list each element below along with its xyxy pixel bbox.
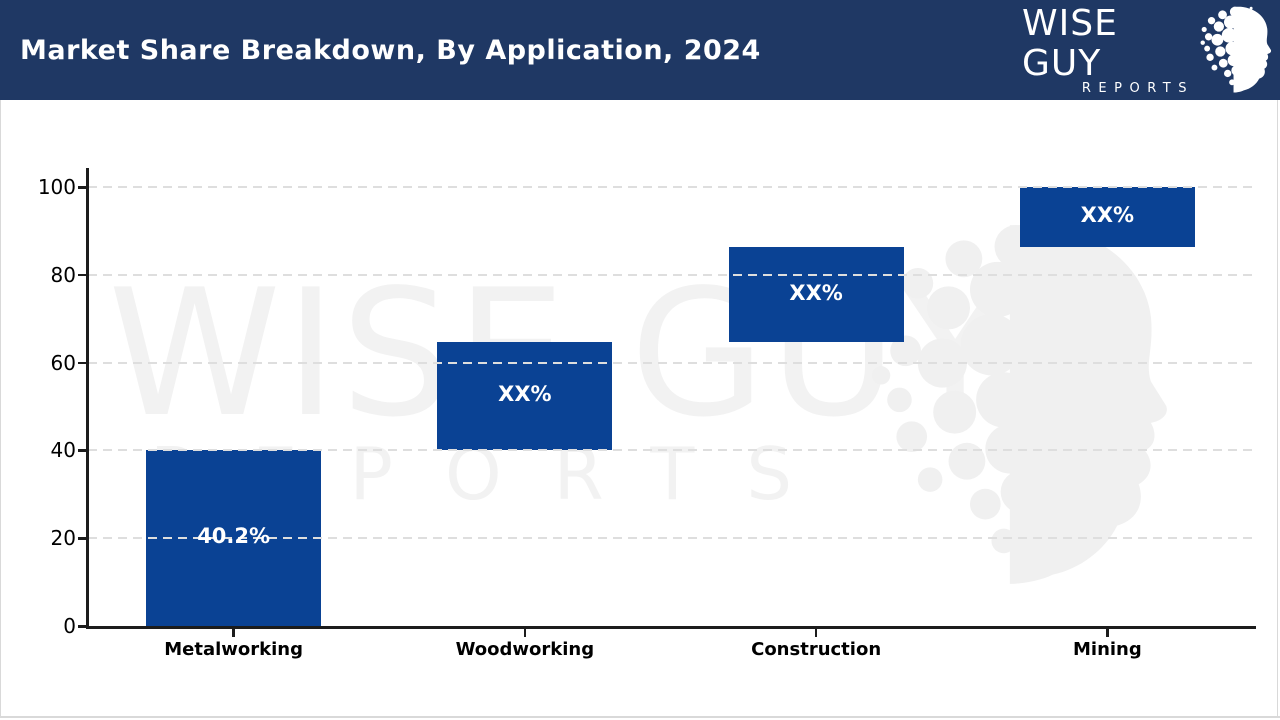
x-tick-mark	[523, 629, 527, 637]
y-axis-line	[86, 168, 89, 629]
logo-wordmark: WISE GUY	[1022, 2, 1118, 84]
bar-woodworking	[437, 341, 613, 450]
gridline-80	[88, 273, 1253, 276]
watermark-face-icon	[860, 222, 1172, 590]
y-tick-label: 0	[63, 614, 76, 638]
bar-value-label: XX%	[1080, 203, 1135, 228]
y-tick-label: 60	[50, 350, 76, 375]
y-tick-label: 80	[50, 262, 76, 287]
wise-guy-logo: WISE GUY REPORTS	[1022, 4, 1272, 96]
gridline-100	[88, 186, 1253, 188]
x-tick-mark	[814, 629, 818, 637]
bar-value-label: 40.2%	[197, 523, 271, 548]
frame-line-left	[0, 100, 1, 718]
bar-value-label: XX%	[498, 381, 552, 406]
y-tick-label: 20	[50, 526, 76, 551]
y-tick-mark	[78, 537, 86, 540]
y-tick-mark	[78, 449, 86, 452]
gridline-40	[88, 449, 1253, 452]
x-category-label: Construction	[751, 639, 882, 660]
page-title: Market Share Breakdown, By Application, …	[20, 34, 761, 66]
y-tick-mark	[78, 186, 86, 189]
frame-line-bottom	[0, 716, 1280, 718]
x-tick-mark	[232, 629, 235, 637]
y-tick-label: 40	[50, 438, 76, 463]
bar-mining	[1019, 187, 1195, 248]
gridline-20	[88, 537, 1253, 540]
x-category-label: Mining	[1072, 639, 1142, 660]
x-category-label: Woodworking	[455, 639, 595, 660]
frame-line-right	[1277, 100, 1278, 718]
y-tick-label: 100	[37, 175, 76, 199]
logo-subtext: REPORTS	[1081, 81, 1194, 97]
logo-text: WISE GUY REPORTS	[1022, 2, 1196, 97]
x-axis-line	[86, 626, 1256, 629]
x-category-label: Metalworking	[164, 639, 303, 660]
bar-construction	[728, 247, 904, 342]
y-tick-mark	[78, 625, 86, 628]
y-tick-mark	[78, 361, 86, 365]
header: Market Share Breakdown, By Application, …	[0, 0, 1280, 100]
y-tick-mark	[78, 273, 86, 277]
gridline-60	[88, 361, 1253, 364]
bar-value-label: XX%	[789, 280, 843, 305]
x-tick-mark	[1106, 629, 1109, 637]
